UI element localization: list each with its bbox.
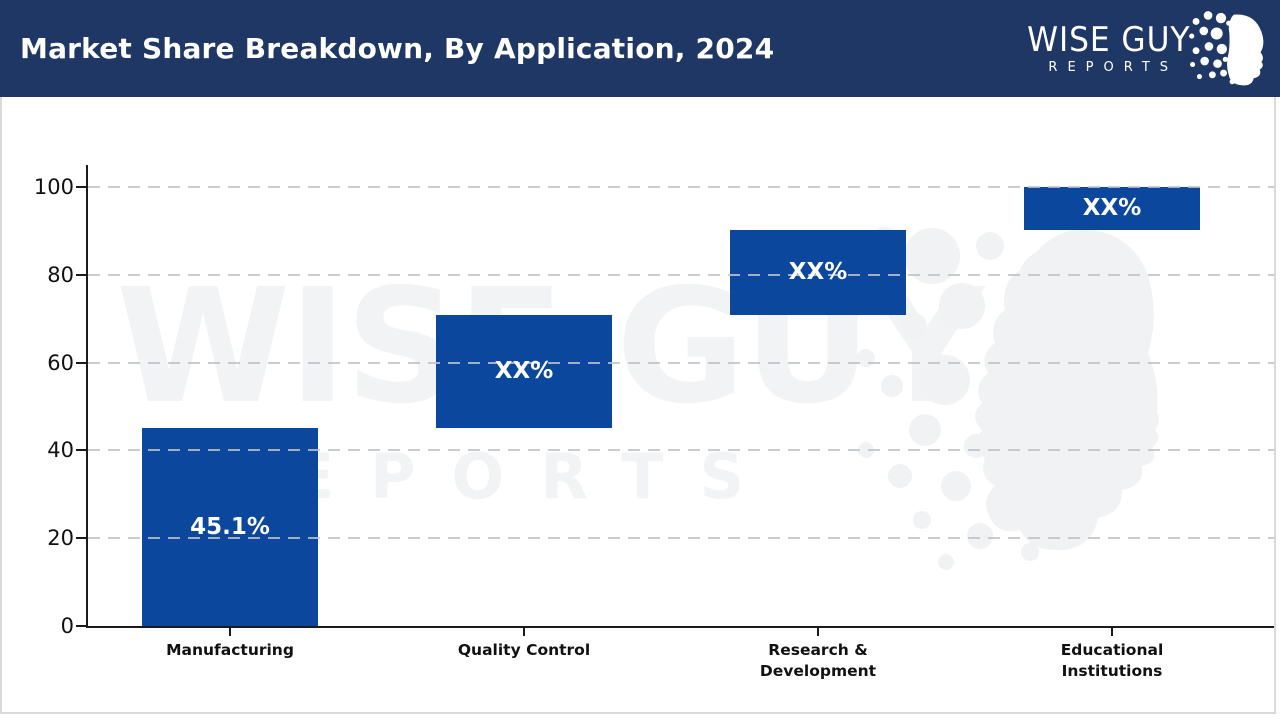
x-axis-category-label: Manufacturing [166, 641, 294, 659]
logo-text: WISE GUY REPORTS [1020, 22, 1198, 76]
y-axis-tick-label: 100 [33, 175, 74, 199]
y-axis-tick-label: 0 [60, 614, 74, 638]
logo-face-icon [1189, 11, 1264, 86]
x-axis-category-label: Quality Control [457, 641, 591, 659]
bar-value-label: XX% [1082, 195, 1142, 222]
y-axis-tickmark [76, 625, 86, 627]
logo-subtitle: REPORTS [1048, 60, 1179, 75]
chart-title: Market Share Breakdown, By Application, … [20, 32, 775, 65]
y-axis-line [86, 165, 88, 628]
y-axis-tickmark [76, 186, 86, 188]
x-axis-category-label: Research & Development [759, 641, 877, 680]
header-bar: Market Share Breakdown, By Application, … [0, 0, 1280, 97]
bar-educational-institutions [1024, 187, 1200, 230]
gridline-y40 [88, 449, 1274, 452]
x-axis-tickmark [229, 627, 231, 636]
x-axis-tickmark [523, 627, 525, 636]
gridline-y80 [88, 273, 1274, 276]
x-axis-line [86, 626, 1274, 628]
plot-area: 0 20 40 60 80 100 45.1% XX% XX% XX% Manufacturing Q… [0, 97, 1280, 714]
y-axis-tick-label: 80 [47, 262, 74, 287]
bar-value-label: XX% [788, 259, 848, 286]
y-axis-tickmark [76, 449, 86, 452]
y-axis-tickmark [76, 537, 86, 540]
y-axis-tick-label: 60 [47, 350, 74, 375]
gridline-y60 [88, 361, 1274, 364]
x-axis-tickmark [1111, 627, 1113, 636]
bar-research-development [730, 229, 906, 315]
y-axis-tick-label: 40 [47, 438, 74, 463]
bar-value-label: 45.1% [190, 514, 270, 540]
y-axis-tick-label: 20 [47, 526, 74, 551]
gridline-y100 [88, 186, 1274, 188]
wise-guy-reports-logo: WISE GUY REPORTS [1020, 4, 1270, 94]
bar-value-label: XX% [494, 358, 554, 385]
gridline-y20 [88, 537, 1274, 540]
bar-quality-control [436, 314, 612, 428]
y-axis-tickmark [76, 361, 86, 364]
x-axis-category-label: Educational Institutions [1060, 641, 1164, 680]
logo-wordmark: WISE GUY [1027, 20, 1191, 60]
y-axis-tickmark [76, 273, 86, 276]
x-axis-tickmark [817, 627, 819, 636]
bar-manufacturing [142, 428, 318, 626]
